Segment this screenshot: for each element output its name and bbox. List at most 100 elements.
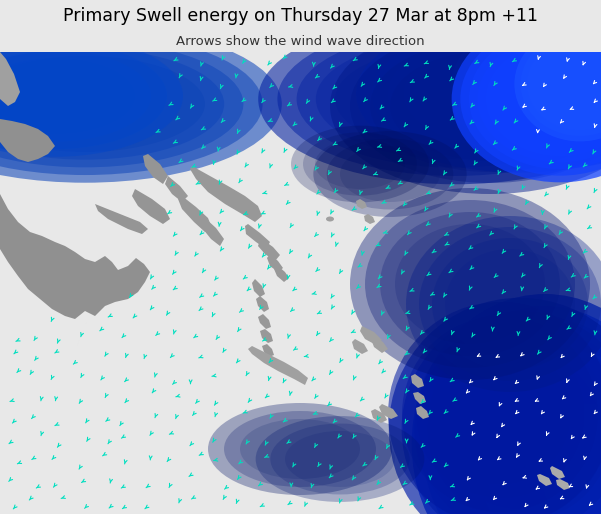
Polygon shape [356,199,367,209]
Ellipse shape [291,125,429,203]
Ellipse shape [493,368,601,514]
Polygon shape [0,119,55,162]
Ellipse shape [433,318,601,514]
Ellipse shape [316,39,594,159]
Ellipse shape [388,302,601,514]
Ellipse shape [478,351,601,514]
Ellipse shape [389,298,601,514]
Polygon shape [262,344,274,357]
Ellipse shape [486,359,601,514]
Polygon shape [267,254,283,272]
Ellipse shape [350,29,601,183]
Ellipse shape [401,310,601,514]
Ellipse shape [486,42,601,156]
Ellipse shape [540,49,601,119]
Ellipse shape [270,424,410,494]
Ellipse shape [0,33,263,175]
Polygon shape [258,239,280,261]
Polygon shape [274,266,289,282]
Polygon shape [537,474,552,486]
Ellipse shape [240,419,360,479]
Ellipse shape [315,139,405,189]
Ellipse shape [420,46,601,142]
Ellipse shape [423,306,601,514]
Ellipse shape [313,131,466,217]
Ellipse shape [521,32,601,136]
Polygon shape [245,224,270,249]
Ellipse shape [402,316,598,512]
Ellipse shape [380,212,560,356]
Polygon shape [190,166,262,222]
Polygon shape [550,466,565,479]
Polygon shape [371,336,388,353]
Ellipse shape [208,403,392,495]
Ellipse shape [365,200,575,368]
Ellipse shape [372,23,601,165]
Polygon shape [252,279,265,297]
Ellipse shape [551,416,601,514]
Ellipse shape [388,31,601,157]
Polygon shape [0,52,150,319]
Polygon shape [556,479,570,490]
Ellipse shape [0,58,135,134]
Ellipse shape [326,216,334,222]
Ellipse shape [495,41,601,137]
Polygon shape [411,374,424,388]
Ellipse shape [0,56,205,152]
Polygon shape [202,218,224,246]
Ellipse shape [560,429,601,509]
Ellipse shape [462,18,601,160]
Ellipse shape [0,25,282,182]
Ellipse shape [0,48,224,160]
Ellipse shape [534,43,601,124]
Ellipse shape [356,15,601,173]
Ellipse shape [297,30,601,168]
Ellipse shape [340,146,440,202]
Polygon shape [413,392,426,404]
Ellipse shape [430,344,570,484]
Polygon shape [248,346,308,385]
Ellipse shape [527,38,601,130]
Polygon shape [371,409,387,423]
Ellipse shape [303,132,417,196]
Polygon shape [256,296,269,312]
Ellipse shape [432,238,588,370]
Polygon shape [165,176,188,202]
Ellipse shape [335,47,575,151]
Ellipse shape [224,411,376,487]
Ellipse shape [541,403,601,514]
Ellipse shape [412,294,601,514]
Text: Arrows show the wind wave direction: Arrows show the wind wave direction [176,35,425,48]
Polygon shape [178,196,212,232]
Ellipse shape [416,330,584,498]
Polygon shape [360,326,382,345]
Ellipse shape [495,49,601,149]
Ellipse shape [415,323,601,514]
Ellipse shape [508,386,601,514]
Ellipse shape [404,39,601,150]
Ellipse shape [255,416,424,502]
Ellipse shape [406,216,601,392]
Ellipse shape [515,394,601,514]
Polygon shape [95,204,148,234]
Polygon shape [352,339,368,354]
Ellipse shape [454,342,601,514]
Ellipse shape [440,349,600,509]
Ellipse shape [472,26,601,152]
Ellipse shape [258,14,601,185]
Ellipse shape [546,410,601,514]
Ellipse shape [478,35,601,162]
Ellipse shape [330,18,601,194]
Ellipse shape [444,330,601,514]
Polygon shape [379,404,398,419]
Ellipse shape [285,431,395,487]
Ellipse shape [427,336,601,514]
Polygon shape [364,214,375,224]
Polygon shape [132,189,170,224]
Polygon shape [0,52,20,106]
Text: Primary Swell energy on Thursday 27 Mar at 8pm +11: Primary Swell energy on Thursday 27 Mar … [63,7,538,25]
Ellipse shape [0,35,183,157]
Polygon shape [258,314,271,329]
Ellipse shape [501,377,601,514]
Ellipse shape [0,50,151,141]
